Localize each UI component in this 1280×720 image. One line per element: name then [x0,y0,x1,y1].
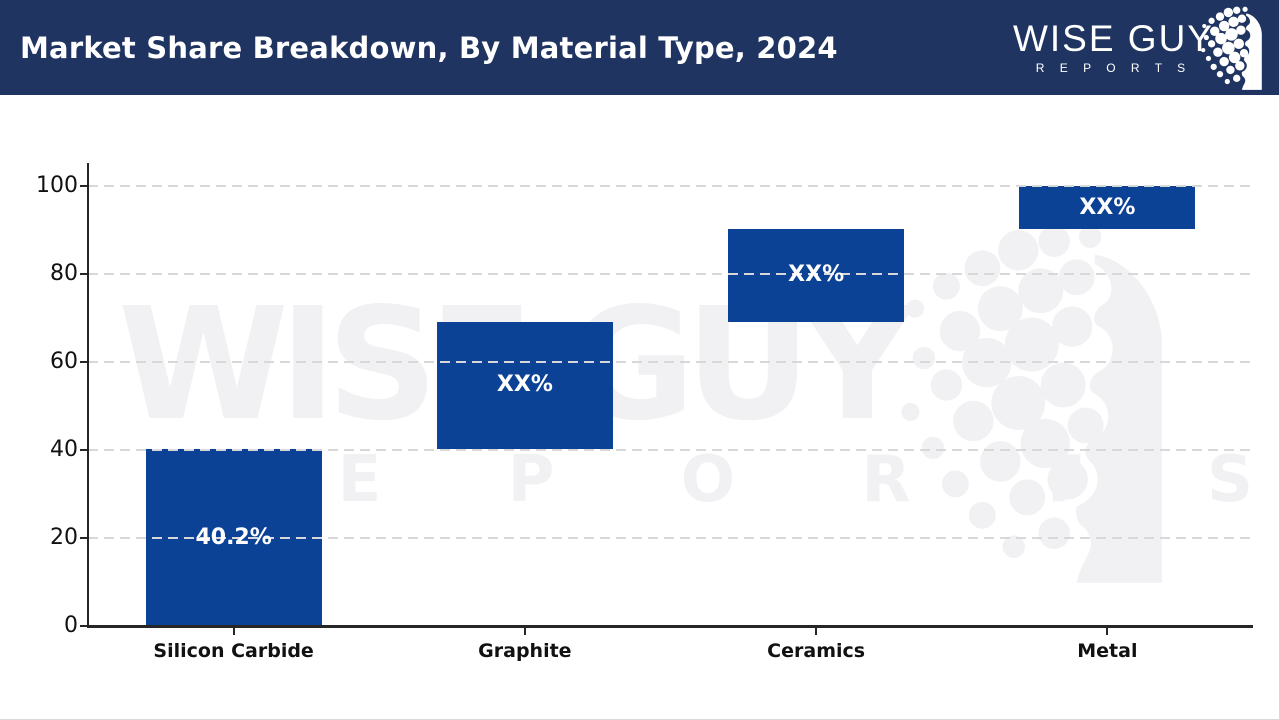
y-tick-label-60: 60 [50,349,78,374]
y-axis-spine [87,163,89,628]
bar-label-metal: XX% [1079,194,1136,220]
y-tick-60 [80,361,88,363]
y-tick-0 [80,625,88,627]
bar-label-graphite: XX% [496,372,553,398]
logo-wordmark-line1: WISE GUY [1012,18,1214,59]
logo-wordmark-line2: R E P O R T S [1035,61,1192,75]
logo-wordmark: WISE GUY R E P O R T S [1013,20,1214,75]
gridline-20 [88,537,1253,539]
chart-plot-area: WISE GUY R E P O R T S 0 20 40 60 80 100 40.2%… [0,95,1279,719]
y-tick-label-20: 20 [50,525,78,550]
x-tick-label-ceramics: Ceramics [767,640,866,662]
y-tick-label-80: 80 [50,261,78,286]
gridline-60 [88,361,1253,363]
bar-metal [1019,186,1196,230]
y-tick-20 [80,537,88,539]
x-tick-label-graphite: Graphite [478,640,572,662]
x-axis-spine [87,625,1253,628]
header-banner: Market Share Breakdown, By Material Type… [0,0,1279,95]
y-tick-label-40: 40 [50,437,78,462]
y-tick-40 [80,449,88,451]
gridline-80 [88,273,1253,275]
bar-ceramics [728,229,905,322]
gridline-100 [88,185,1253,187]
gridline-40 [88,449,1253,451]
x-tick-metal [1106,627,1109,635]
y-tick-100 [80,185,88,187]
x-tick-silicon-carbide [232,627,235,635]
y-tick-label-100: 100 [36,173,78,198]
x-tick-label-silicon-carbide: Silicon Carbide [153,640,314,662]
bar-graphite [436,321,613,450]
chart-title: Market Share Breakdown, By Material Type… [20,30,838,65]
x-tick-ceramics [815,627,818,635]
y-tick-label-0: 0 [64,613,78,638]
watermark-face-icon [901,225,1163,583]
y-tick-80 [80,273,88,275]
bar-label-silicon-carbide: 40.2% [195,524,272,550]
x-tick-graphite [523,627,526,635]
bar-label-ceramics: XX% [788,262,845,288]
x-tick-label-metal: Metal [1077,640,1138,662]
wiseguy-logo: WISE GUY R E P O R T S [1013,0,1266,95]
